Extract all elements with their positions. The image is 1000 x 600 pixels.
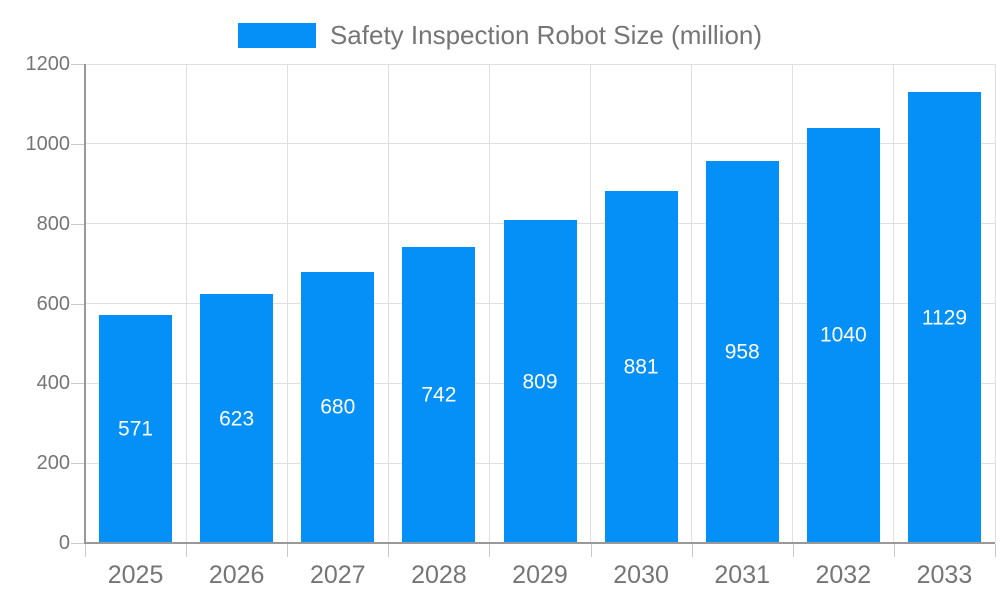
bar-value-label: 623 (219, 407, 255, 431)
y-axis-tick (71, 383, 84, 385)
x-axis-label: 2026 (208, 561, 265, 589)
x-axis-tick (893, 544, 895, 557)
gridline-horizontal (85, 143, 995, 145)
bar-2029[interactable]: 809 (503, 220, 577, 543)
bar-value-label: 958 (724, 340, 760, 364)
gridline-vertical (185, 64, 187, 543)
x-axis-label: 2027 (309, 561, 366, 589)
x-axis-label: 2032 (815, 561, 872, 589)
bar-value-label: 881 (623, 355, 659, 379)
x-axis-tick (590, 544, 592, 557)
x-axis-tick (489, 544, 491, 557)
x-axis-label: 2031 (714, 561, 771, 589)
bar-2025[interactable]: 571 (99, 315, 173, 543)
legend-swatch[interactable] (237, 23, 316, 48)
x-axis-label: 2030 (613, 561, 669, 589)
y-axis-label: 0 (58, 532, 70, 554)
gridline-vertical (691, 64, 693, 543)
x-axis-tick (85, 544, 86, 557)
x-axis-tick (287, 544, 289, 557)
y-axis-tick (71, 543, 84, 544)
x-axis-label: 2033 (916, 561, 973, 589)
y-axis-line (84, 64, 86, 543)
plot-area: 571 623 680 742 809 881 958 1040 1129 (85, 63, 996, 543)
gridline-vertical (590, 64, 592, 543)
gridline-vertical (893, 64, 895, 543)
gridline-vertical (387, 64, 389, 543)
bar-2026[interactable]: 623 (200, 294, 274, 543)
y-axis-label: 1000 (25, 132, 71, 155)
bar-value-label: 680 (320, 395, 356, 419)
bar-2033[interactable]: 1129 (907, 92, 981, 543)
y-axis-tick (71, 143, 84, 145)
x-axis-label: 2028 (411, 561, 467, 589)
bar-2031[interactable]: 958 (705, 160, 779, 543)
y-axis-tick (71, 303, 84, 305)
legend[interactable]: Safety Inspection Robot Size (million) (0, 20, 1000, 51)
x-axis-label: 2025 (107, 561, 164, 589)
bar-value-label: 742 (421, 383, 457, 407)
x-axis-tick (995, 544, 996, 557)
bar-value-label: 571 (118, 417, 154, 441)
y-axis-label: 600 (36, 292, 70, 315)
bar-value-label: 1040 (819, 323, 867, 347)
x-axis-tick (792, 544, 794, 557)
x-axis-line (84, 542, 995, 544)
y-axis-tick (71, 64, 84, 65)
bar-value-label: 1129 (921, 306, 968, 330)
y-axis-tick (71, 463, 84, 465)
y-axis-label: 1200 (25, 53, 71, 75)
x-axis-label: 2029 (512, 561, 568, 589)
bar-2030[interactable]: 881 (604, 191, 678, 543)
gridline-vertical (994, 64, 996, 543)
y-axis-label: 800 (36, 212, 70, 235)
gridline-vertical (488, 64, 490, 543)
gridline-horizontal (85, 63, 995, 65)
gridline-vertical (286, 64, 288, 543)
bar-2028[interactable]: 742 (402, 246, 476, 543)
y-axis-label: 200 (36, 452, 70, 475)
y-axis-label: 400 (36, 372, 70, 395)
y-axis-tick (71, 223, 84, 225)
bar-2027[interactable]: 680 (301, 271, 375, 543)
bar-value-label: 809 (522, 370, 558, 394)
x-axis-tick (388, 544, 390, 557)
bar-2032[interactable]: 1040 (806, 127, 880, 543)
legend-label: Safety Inspection Robot Size (million) (329, 20, 763, 50)
x-axis-tick (691, 544, 693, 557)
x-axis-tick (186, 544, 188, 557)
gridline-vertical (792, 64, 794, 543)
